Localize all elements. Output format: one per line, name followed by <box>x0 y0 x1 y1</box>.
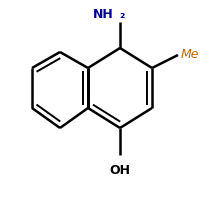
Text: Me: Me <box>181 49 200 61</box>
Text: NH: NH <box>93 8 114 20</box>
Text: OH: OH <box>109 164 131 177</box>
Text: ₂: ₂ <box>119 8 124 20</box>
